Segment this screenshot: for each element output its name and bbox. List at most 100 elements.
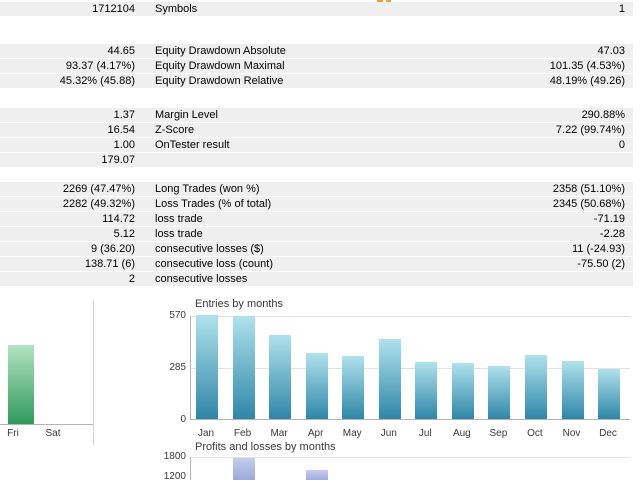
table-row: 9 (36.20) consecutive losses ($) 11 (-24.9… [0,242,633,256]
stat-left-value: 1.00 [113,139,135,151]
x-axis-labels: Jan Feb Mar Apr May Jun Jul Aug Sep Oct Nov Dec [160,428,638,440]
month-label: Dec [599,428,617,439]
stat-label: Symbols [155,3,198,15]
stat-label: OnTester result [155,139,230,151]
chart-title: Entries by months [195,298,284,310]
y-tick: 570 [169,310,186,321]
stat-right-value: -2.28 [599,228,625,240]
stat-right-value: 47.03 [597,45,625,57]
stat-right-value: 2358 (51.10%) [552,183,625,195]
gridline [191,368,630,369]
month-label: Jan [197,428,215,439]
profits-chart-plot [190,457,630,480]
table-row: 2269 (47.47%) Long Trades (won %) 2358 (51… [0,182,633,196]
stat-right-value: 11 (-24.93) [572,243,625,255]
entries-bar-may [342,356,365,419]
stat-right-value: 1 [618,3,625,15]
stat-label: Equity Drawdown Maximal [155,60,285,72]
table-row: 2 consecutive losses [0,272,633,286]
month-label: Oct [527,428,543,439]
entries-by-months-chart: Entries by months 570 285 0 Jan Feb Mar Apr… [160,298,638,440]
stat-left-value: 5.12 [113,228,135,240]
day-chart-plot [0,300,93,424]
stats-group: 1712104 Symbols 1 [0,2,633,16]
day-label: Fri [7,428,19,439]
entries-chart-plot [190,315,630,420]
x-axis-line [0,424,93,425]
day-bar-fri [8,345,34,424]
entries-bar-jun [378,339,401,419]
table-row: 16.54 Z-Score 7.22 (99.74%) [0,123,633,137]
stat-left-value: 93.37 (4.17%) [65,60,135,72]
stat-label: Margin Level [155,109,218,121]
gridline [191,457,630,458]
table-row: 45.32% (45.88) Equity Drawdown Relative 48… [0,74,633,88]
gridline [191,316,630,317]
stat-right-value: -71.19 [593,213,625,225]
stat-left-value: 2 [128,273,135,285]
stat-label: Loss Trades (% of total) [155,198,272,210]
stat-label: loss trade [155,213,203,225]
day-label: Sat [45,428,61,439]
stat-right-value: -75.50 (2) [577,258,625,270]
stat-right-value: 2345 (50.68%) [552,198,625,210]
entries-bar-nov [561,361,584,419]
entries-by-day-chart: Fri Sat [0,300,150,448]
stat-label: consecutive losses [155,273,248,285]
month-label: Jul [418,428,432,439]
stat-left-value: 44.65 [107,45,135,57]
profits-by-months-chart: Profits and losses by months 1800 1200 [160,438,638,480]
entries-bar-jul [415,362,438,419]
stat-label: Long Trades (won %) [155,183,260,195]
stat-label: Z-Score [155,124,195,136]
stats-group: 1.37 Margin Level 290.88% 16.54 Z-Score 7.22 … [0,108,633,167]
profit-bar-feb [232,458,255,480]
stat-label: consecutive losses ($) [155,243,264,255]
profit-bar-apr [305,470,328,480]
table-group-gap [0,168,633,182]
stat-left-value: 138.71 (6) [84,258,135,270]
y-tick-partial: 1200 [163,471,186,480]
stat-left-value: 1.37 [113,109,135,121]
table-row: 93.37 (4.17%) Equity Drawdown Maximal 101.… [0,59,633,73]
stats-table: 1712104 Symbols 1 44.65 Equity Drawdown Abs… [0,2,633,287]
month-label: Apr [307,428,324,439]
stat-right-value: 7.22 (99.74%) [555,124,625,136]
month-label: Aug [452,428,471,439]
table-row: 44.65 Equity Drawdown Absolute 47.03 [0,44,633,58]
entries-bar-dec [598,369,621,419]
stat-left-value: 45.32% (45.88) [59,75,135,87]
entries-bar-mar [269,335,292,419]
entries-bar-apr [305,353,328,419]
stat-right-value: 290.88% [581,109,625,121]
stat-left-value: 1712104 [92,3,135,15]
y-tick: 0 [180,414,186,425]
stat-right-value: 0 [618,139,625,151]
table-group-gap [0,17,633,44]
stat-label [155,153,625,167]
table-row: 179.07 [0,153,633,167]
month-label: Jun [380,428,397,439]
y-tick: 1800 [163,451,186,462]
stats-group: 44.65 Equity Drawdown Absolute 47.03 93.37 … [0,44,633,88]
table-row: 114.72 loss trade -71.19 [0,212,633,226]
entries-bar-sep [488,366,511,419]
month-label: Feb [233,428,252,439]
entries-bar-oct [524,355,547,419]
month-label: Sep [489,428,508,439]
chart-frame-line [93,300,94,445]
stat-left-value: 2282 (49.32%) [62,198,135,210]
stat-right-value: 48.19% (49.26) [549,75,625,87]
entries-bar-jan [196,315,218,419]
stat-label: consecutive loss (count) [155,258,273,270]
stat-label: Equity Drawdown Relative [155,75,284,87]
y-tick: 285 [169,362,186,373]
table-row: 1.37 Margin Level 290.88% [0,108,633,122]
stat-left-value: 2269 (47.47%) [62,183,135,195]
month-label: May [342,428,362,439]
table-row: 1.00 OnTester result 0 [0,138,633,152]
stat-left-value: 16.54 [107,124,135,136]
stat-right-value: 101.35 (4.53%) [549,60,625,72]
stat-left-value: 9 (36.20) [90,243,135,255]
